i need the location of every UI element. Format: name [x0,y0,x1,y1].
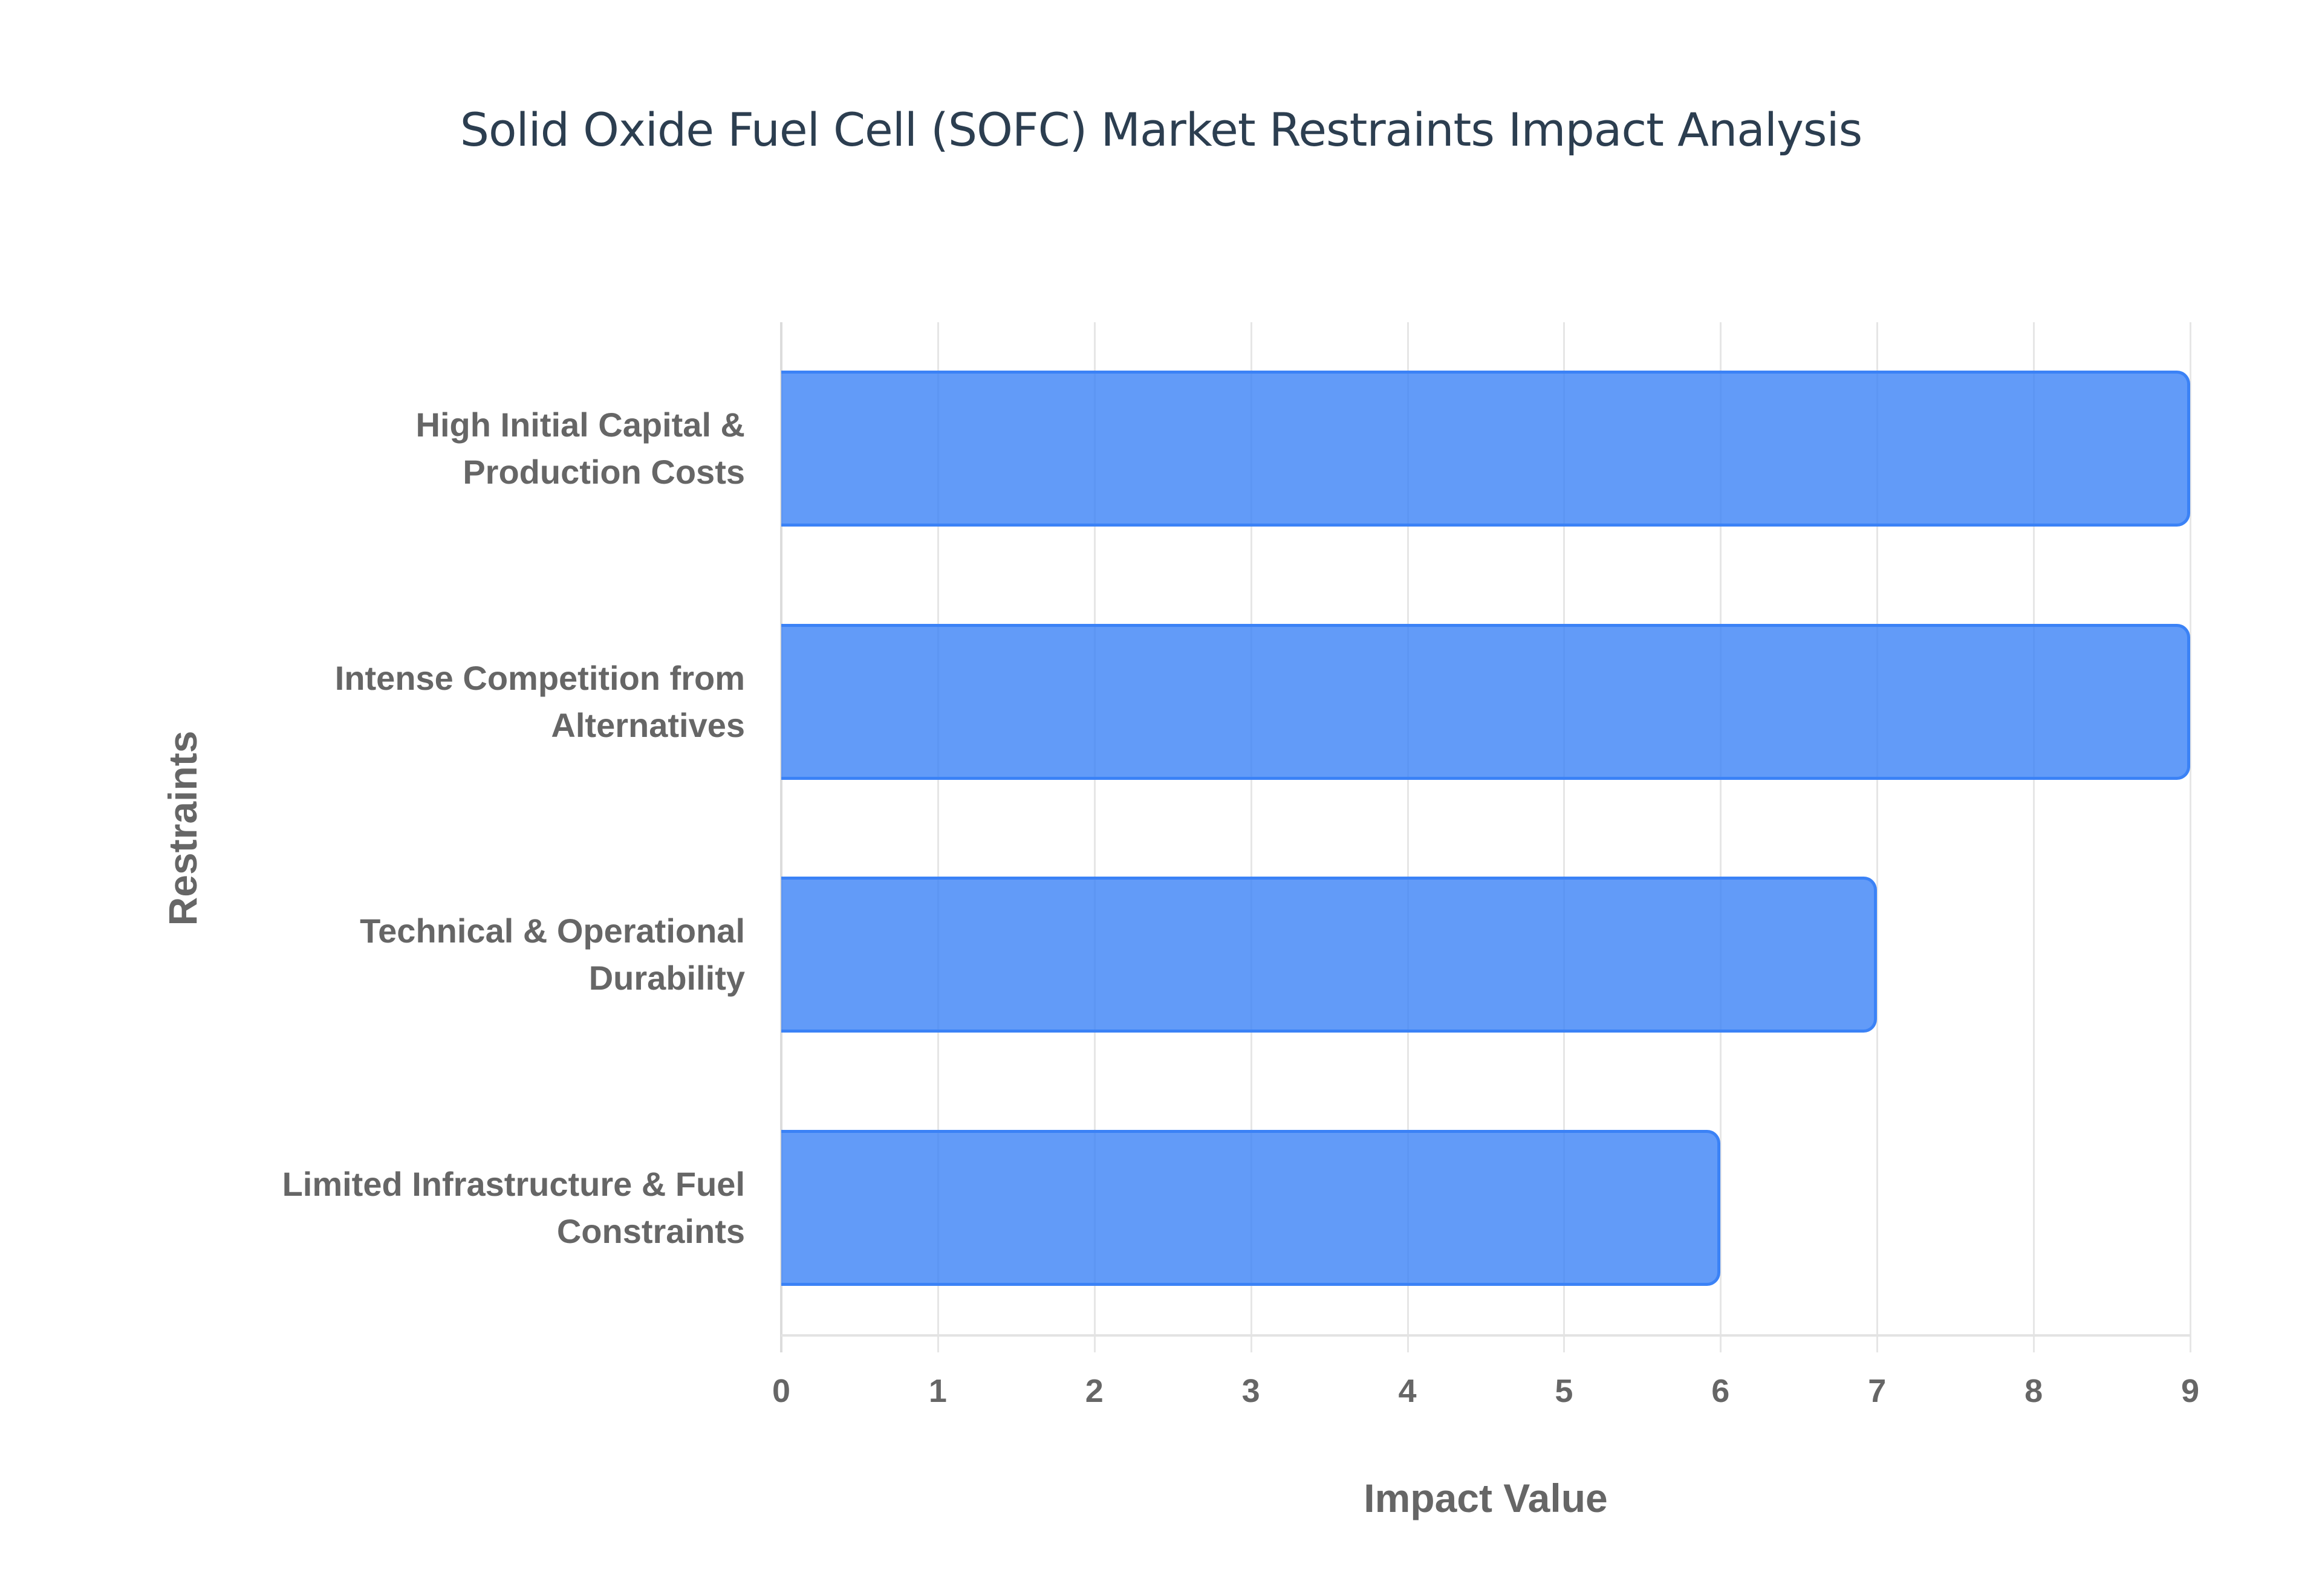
y-axis-line [780,322,782,1352]
chart-title: Solid Oxide Fuel Cell (SOFC) Market Rest… [460,103,1862,157]
x-tick-label: 5 [1555,1373,1573,1409]
x-tick-label: 9 [2181,1373,2200,1409]
category-label-line: Intense Competition from [334,658,745,697]
bar[interactable] [781,371,2190,527]
gridline [1407,322,1409,1352]
plot-area [780,322,2191,1352]
gridline [1093,322,1096,1352]
gridline [1876,322,1879,1352]
category-label-line: Durability [588,959,745,997]
y-axis-title: Restraints [160,730,205,926]
category-label: Intense Competition from Alternatives [201,655,745,749]
category-label: High Initial Capital & Production Costs [201,401,745,496]
x-axis-line [781,1334,2190,1337]
x-tick-label: 8 [2024,1373,2043,1409]
x-tick-label: 0 [772,1373,791,1409]
category-label-line: High Initial Capital & [415,406,745,444]
gridline [937,322,939,1352]
x-tick-label: 2 [1085,1373,1104,1409]
gridline [2190,322,2191,1352]
category-label: Technical & Operational Durability [201,907,745,1002]
x-tick-label: 4 [1398,1373,1417,1409]
category-label-line: Limited Infrastructure & Fuel [282,1164,745,1203]
category-label-line: Alternatives [551,706,745,744]
category-label-line: Technical & Operational [360,912,745,950]
x-tick-label: 3 [1241,1373,1260,1409]
category-label-line: Production Costs [463,453,745,491]
category-label-line: Constraints [556,1212,745,1250]
gridline [1720,322,1722,1352]
x-tick-label: 6 [1711,1373,1730,1409]
x-tick-label: 7 [1868,1373,1887,1409]
gridline [1250,322,1252,1352]
bar[interactable] [781,623,2190,780]
gridline [2033,322,2035,1352]
category-label: Limited Infrastructure & Fuel Constraints [201,1161,745,1255]
bar[interactable] [781,877,1878,1033]
bar[interactable] [781,1129,1721,1286]
x-tick-label: 1 [928,1373,947,1409]
gridline [1563,322,1566,1352]
x-axis-title: Impact Value [1364,1476,1608,1520]
